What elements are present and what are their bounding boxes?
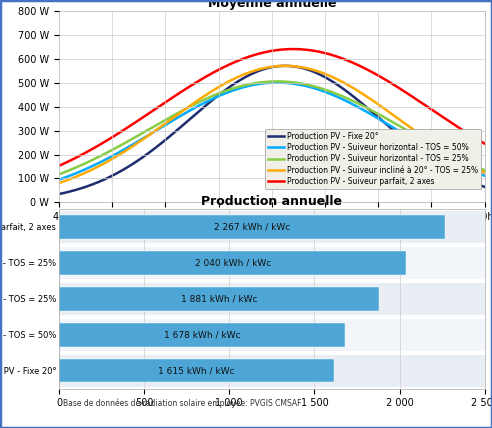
Title: Production annuelle: Production annuelle [201,195,342,208]
Text: 2 267 kWh / kWc: 2 267 kWh / kWc [214,223,290,232]
Production PV - Suiveur incliné à 20° - TOS = 25% [388,111,394,116]
Bar [59,211,485,243]
Production PV - Suiveur incliné à 20° - TOS = 25% [282,63,288,68]
Production PV - Suiveur horizontal - TOS = 25% [99,152,105,158]
Production PV - Suiveur horizontal - TOS = 25% [274,79,280,84]
Production PV - Suiveur incliné à 20° - TOS = 25% [244,71,249,76]
Text: 1 615 kWh / kWc: 1 615 kWh / kWc [158,366,235,375]
Production PV - Fixe 20° [56,191,62,196]
Production PV - Fixe 20° [388,126,394,131]
Legend: Production PV - Fixe 20°, Production PV - Suiveur horizontal - TOS = 50%, Produc: Production PV - Fixe 20°, Production PV … [265,129,481,189]
Production PV - Suiveur parfait, 2 axes [482,141,488,146]
Production PV - Suiveur horizontal - TOS = 25% [388,119,394,124]
Production PV - Suiveur incliné à 20° - TOS = 25% [56,181,62,186]
Production PV - Suiveur incliné à 20° - TOS = 25% [228,77,234,83]
Production PV - Suiveur horizontal - TOS = 25% [396,123,402,128]
Production PV - Fixe 20° [99,178,105,183]
Production PV - Fixe 20° [244,74,249,79]
Production PV - Suiveur horizontal - TOS = 25% [482,167,488,172]
Production PV - Suiveur horizontal - TOS = 50% [274,80,280,85]
Production PV - Suiveur parfait, 2 axes [388,80,394,86]
Text: Base de données de radiation solaire employée: PVGIS CMSAF: Base de données de radiation solaire emp… [63,398,302,408]
Text: 2 040 kWh / kWc: 2 040 kWh / kWc [194,259,271,268]
Production PV - Suiveur horizontal - TOS = 50% [56,177,62,182]
Title: Moyenne annuelle: Moyenne annuelle [208,0,336,9]
Bar [59,287,379,311]
Production PV - Suiveur horizontal - TOS = 25% [349,98,355,103]
Production PV - Suiveur horizontal - TOS = 25% [228,86,234,92]
Line: Production PV - Suiveur incliné à 20° - TOS = 25%: Production PV - Suiveur incliné à 20° - … [59,66,485,183]
Production PV - Suiveur incliné à 20° - TOS = 25% [396,117,402,122]
Bar [59,355,485,387]
Text: 1 881 kWh / kWc: 1 881 kWh / kWc [181,294,257,303]
Production PV - Suiveur horizontal - TOS = 50% [99,158,105,163]
Bar [59,359,334,383]
Line: Production PV - Suiveur parfait, 2 axes: Production PV - Suiveur parfait, 2 axes [59,49,485,166]
Production PV - Fixe 20° [349,92,355,98]
Production PV - Suiveur horizontal - TOS = 25% [56,172,62,177]
Production PV - Suiveur horizontal - TOS = 50% [396,128,402,134]
Production PV - Fixe 20° [228,83,234,89]
Production PV - Suiveur horizontal - TOS = 50% [349,101,355,106]
Production PV - Suiveur parfait, 2 axes [99,140,105,146]
Bar [59,251,406,275]
Production PV - Suiveur horizontal - TOS = 50% [244,84,249,89]
Production PV - Suiveur parfait, 2 axes [56,163,62,168]
Production PV - Suiveur parfait, 2 axes [349,59,355,65]
Production PV - Suiveur incliné à 20° - TOS = 25% [99,162,105,167]
Bar [59,215,445,239]
Production PV - Suiveur incliné à 20° - TOS = 25% [482,170,488,175]
Production PV - Suiveur parfait, 2 axes [228,61,234,66]
Production PV - Fixe 20° [396,133,402,138]
Text: 1 678 kWh / kWc: 1 678 kWh / kWc [164,330,240,339]
Production PV - Suiveur parfait, 2 axes [244,55,249,60]
Production PV - Suiveur parfait, 2 axes [396,86,402,91]
Production PV - Suiveur incliné à 20° - TOS = 25% [349,85,355,90]
Line: Production PV - Suiveur horizontal - TOS = 50%: Production PV - Suiveur horizontal - TOS… [59,83,485,180]
Line: Production PV - Suiveur horizontal - TOS = 25%: Production PV - Suiveur horizontal - TOS… [59,81,485,174]
Bar [59,283,485,315]
Bar [59,247,485,279]
Line: Production PV - Fixe 20°: Production PV - Fixe 20° [59,66,485,194]
Production PV - Fixe 20° [482,184,488,190]
Bar [59,319,485,351]
Production PV - Fixe 20° [282,63,288,68]
Production PV - Suiveur horizontal - TOS = 50% [482,173,488,178]
Production PV - Suiveur parfait, 2 axes [290,47,296,52]
Production PV - Suiveur horizontal - TOS = 25% [244,82,249,87]
Production PV - Suiveur horizontal - TOS = 50% [228,89,234,94]
Production PV - Suiveur horizontal - TOS = 50% [388,124,394,129]
Bar [59,323,345,347]
